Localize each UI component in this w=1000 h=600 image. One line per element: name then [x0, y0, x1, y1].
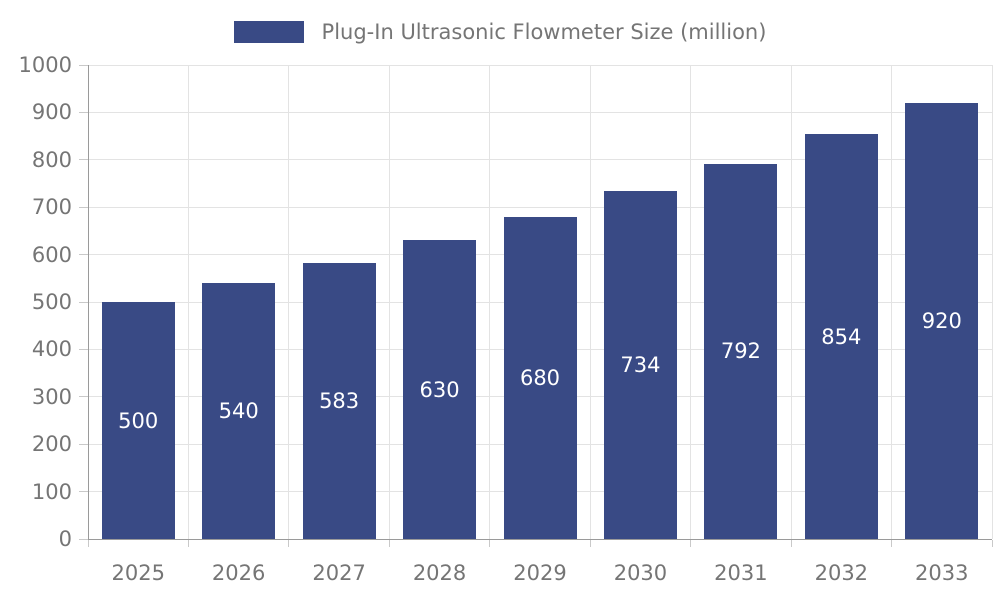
bar	[804, 134, 878, 539]
y-tick-label: 300	[31, 384, 72, 409]
bar-value-label: 920	[921, 308, 962, 333]
bar-value-label: 734	[620, 353, 661, 378]
legend[interactable]: Plug-In Ultrasonic Flowmeter Size (milli…	[0, 16, 1000, 48]
y-axis-tick-mark	[79, 491, 88, 493]
bar-value-label: 540	[218, 399, 259, 423]
x-grid-line	[891, 65, 893, 539]
bar	[503, 216, 577, 539]
y-axis-tick-mark	[79, 111, 88, 113]
x-tick-label: 2031	[714, 561, 768, 585]
bar-value-label: 854	[821, 324, 862, 349]
bar-value-label: 792	[720, 339, 761, 364]
bar	[101, 302, 175, 539]
x-tick-label: 2033	[915, 561, 969, 585]
bar-value-label: 680	[519, 365, 561, 390]
y-axis-tick-mark	[79, 348, 88, 350]
x-grid-line	[288, 65, 290, 539]
y-tick-label: 900	[31, 100, 72, 125]
x-grid-line	[589, 65, 591, 539]
y-axis-tick-mark	[79, 159, 88, 161]
x-axis-tick-mark	[288, 540, 290, 547]
y-axis-tick-mark	[79, 254, 88, 256]
x-grid-line	[690, 65, 692, 539]
x-tick-label: 2027	[312, 561, 366, 585]
x-axis-tick-mark	[790, 540, 792, 547]
bar	[202, 283, 276, 539]
bar-value-label: 500	[118, 408, 159, 433]
x-axis-tick-mark	[388, 540, 390, 547]
y-grid-line	[88, 206, 992, 208]
y-axis-line	[87, 65, 89, 540]
y-tick-label: 500	[31, 290, 72, 314]
y-axis-tick-mark	[79, 206, 88, 208]
x-tick-label: 2025	[111, 561, 165, 585]
y-axis-tick-mark	[79, 538, 88, 540]
x-axis-tick-mark	[187, 540, 189, 547]
y-grid-line	[88, 64, 992, 66]
bar	[905, 102, 979, 539]
bar-value-label: 583	[319, 388, 360, 413]
y-tick-label: 400	[31, 337, 72, 362]
x-tick-label: 2028	[412, 561, 467, 585]
x-grid-line	[790, 65, 792, 539]
x-axis-tick-mark	[489, 540, 491, 547]
legend-label: Plug-In Ultrasonic Flowmeter Size (milli…	[321, 19, 767, 44]
y-tick-label: 1000	[18, 53, 72, 77]
y-axis-tick-mark	[79, 443, 88, 445]
y-tick-label: 600	[31, 242, 72, 267]
x-axis-tick-mark	[589, 540, 591, 547]
bar	[603, 191, 677, 539]
x-tick-label: 2029	[513, 561, 567, 585]
bar	[704, 163, 778, 539]
x-grid-line	[388, 65, 390, 539]
x-tick-label: 2030	[613, 561, 668, 585]
y-tick-label: 200	[31, 432, 72, 457]
y-axis-tick-mark	[79, 396, 88, 398]
legend-swatch-icon	[233, 21, 304, 43]
x-grid-line	[991, 65, 993, 539]
x-axis-tick-mark	[991, 540, 993, 547]
x-grid-line	[489, 65, 491, 539]
y-tick-label: 800	[31, 147, 72, 172]
bar-value-label: 630	[419, 377, 460, 402]
y-grid-line	[88, 159, 992, 161]
x-axis-tick-mark	[891, 540, 893, 547]
y-axis-tick-mark	[79, 301, 88, 303]
x-tick-label: 2032	[814, 561, 869, 585]
bar	[302, 262, 376, 539]
y-tick-label: 0	[58, 527, 72, 551]
x-grid-line	[187, 65, 189, 539]
x-axis-tick-mark	[87, 540, 89, 547]
x-tick-label: 2026	[211, 561, 266, 585]
y-axis-tick-mark	[79, 64, 88, 66]
y-tick-label: 700	[31, 195, 72, 220]
x-axis-tick-mark	[690, 540, 692, 547]
x-axis-line	[88, 538, 992, 540]
y-grid-line	[88, 111, 992, 113]
y-tick-label: 100	[31, 479, 72, 504]
bar	[403, 240, 477, 539]
